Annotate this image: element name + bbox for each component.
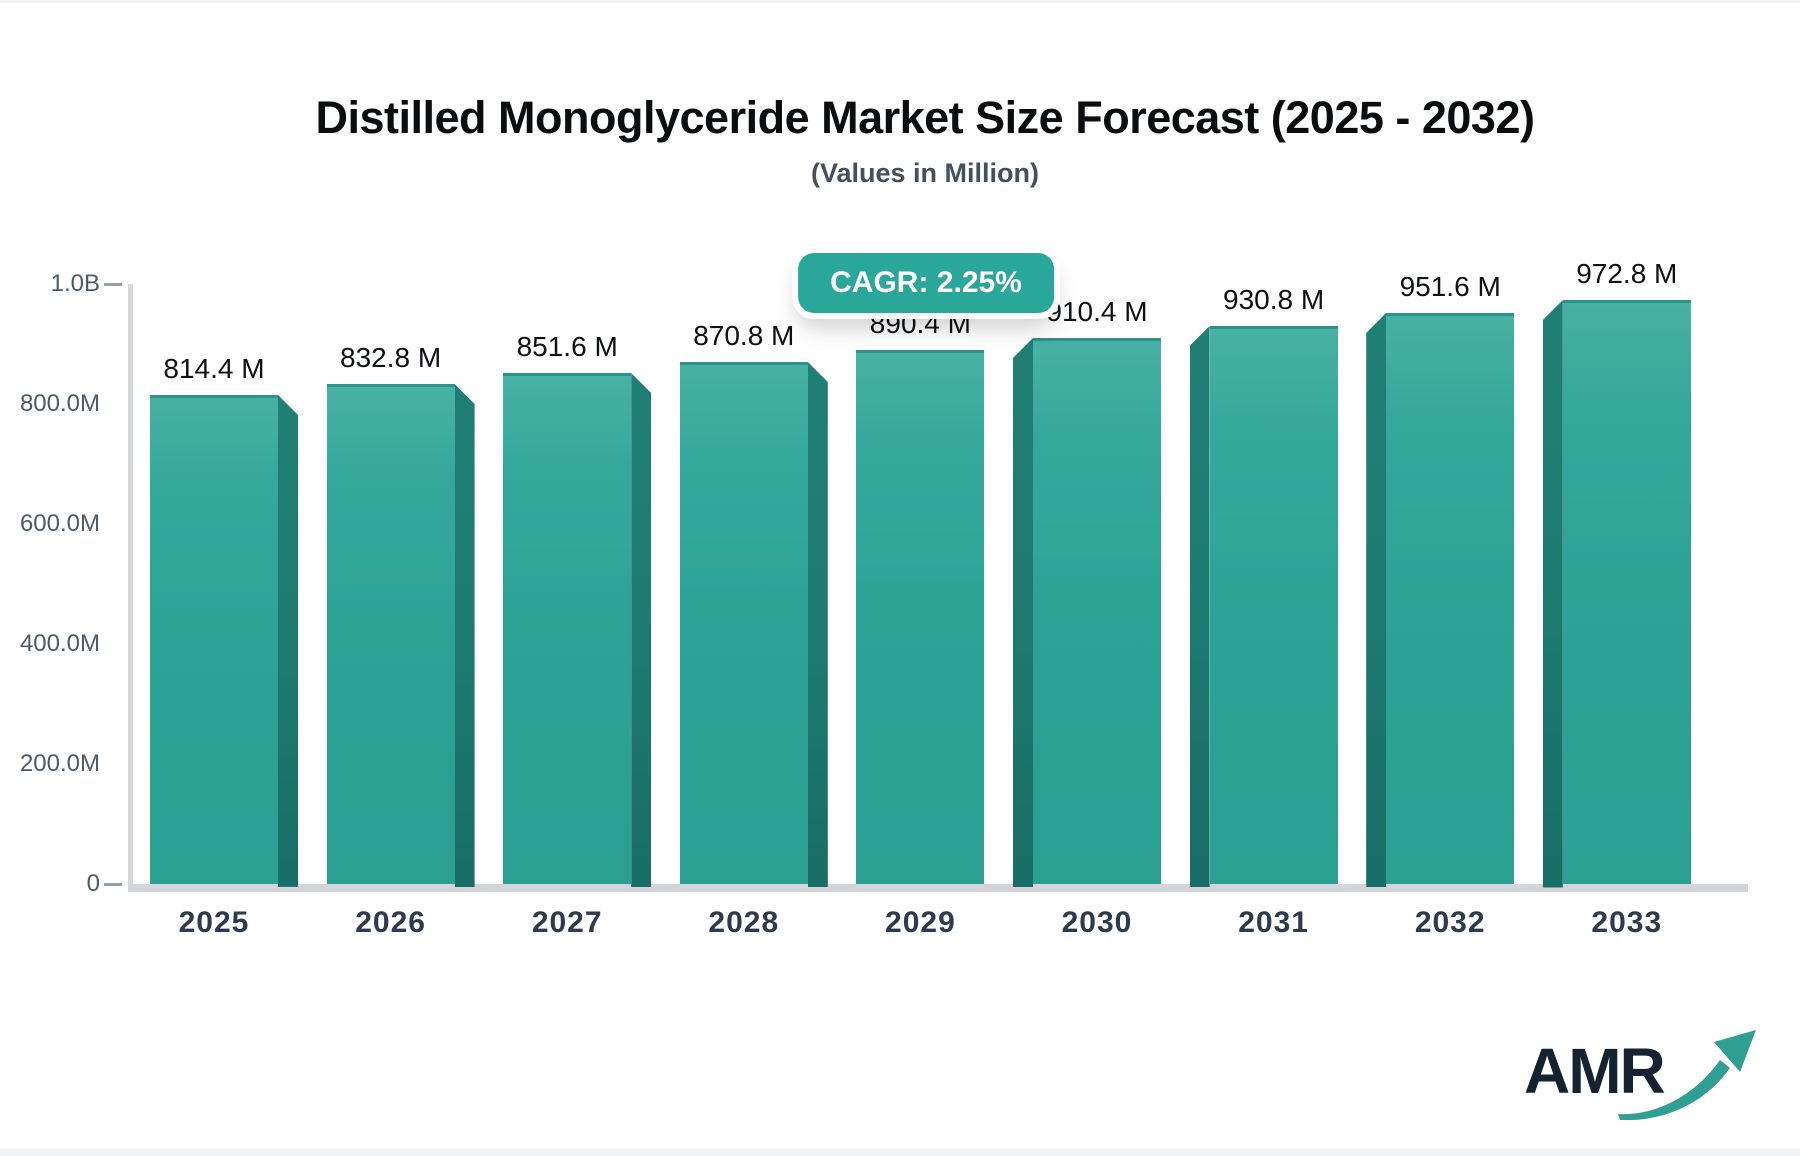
bar-value-label: 832.8 M [340, 342, 442, 373]
growth-arrow-icon [1618, 1030, 1756, 1120]
bar-face [679, 362, 808, 884]
y-axis-tick-mark [104, 283, 122, 286]
y-axis-tick-label: 200.0M [19, 750, 100, 777]
chart-title: Distilled Monoglyceride Market Size Fore… [315, 92, 1535, 143]
y-axis-tick-label: 1.0B [50, 270, 100, 297]
bar-face [1209, 326, 1338, 884]
bar-2031 [1189, 326, 1338, 888]
bar-value-label: 814.4 M [163, 353, 265, 384]
cagr-badge: CAGR: 2.25% [798, 253, 1054, 313]
bar-value-label: 972.8 M [1576, 258, 1678, 289]
x-axis-year-label: 2025 [178, 906, 250, 939]
bar-side-3d [454, 384, 475, 887]
bar-value-label: 870.8 M [693, 320, 795, 351]
bar-side-3d [1189, 326, 1210, 888]
bar-2026 [326, 384, 475, 887]
bar-value-label: 930.8 M [1223, 284, 1325, 315]
bar-face [503, 373, 632, 884]
bar-face [150, 395, 278, 884]
bar-2025 [150, 395, 298, 887]
y-axis-tick-label: 400.0M [19, 630, 100, 657]
bar-value-label: 951.6 M [1399, 271, 1501, 302]
bar-face [1386, 313, 1515, 884]
x-axis-year-label: 2031 [1238, 906, 1309, 939]
x-axis-year-label: 2032 [1414, 906, 1486, 939]
bar-side-3d [807, 362, 828, 888]
y-axis-tick-label: 800.0M [19, 390, 100, 417]
x-axis-year-label: 2033 [1591, 906, 1663, 939]
amr-logo: AMR [1524, 1028, 1774, 1128]
x-axis-line [128, 884, 1748, 892]
bar-value-label: 851.6 M [516, 331, 618, 362]
bar-2030 [1013, 338, 1161, 888]
bar-2028 [679, 362, 828, 888]
bar-value-label: 890.4 M [869, 308, 971, 339]
y-axis-tick-mark [104, 883, 122, 886]
bar-side-3d [1013, 338, 1033, 888]
bar-2033 [1542, 300, 1691, 888]
bar-side-3d [1542, 300, 1563, 888]
chart-header: Distilled Monoglyceride Market Size Fore… [60, 92, 1790, 189]
y-axis-tick-label: 600.0M [19, 510, 100, 537]
bar-side-3d [1366, 313, 1387, 888]
x-axis-year-label: 2030 [1061, 906, 1133, 939]
bar-2029 [856, 350, 985, 884]
bar-face [1562, 300, 1691, 884]
x-axis-year-label: 2026 [355, 906, 426, 939]
x-axis-year-label: 2029 [885, 906, 956, 939]
bar-side-3d [631, 373, 652, 888]
bar-face [326, 384, 455, 884]
chart-subtitle: (Values in Million) [810, 158, 1040, 188]
bar-face [1033, 338, 1161, 884]
y-axis-line [128, 284, 133, 888]
x-axis-year-label: 2028 [708, 906, 780, 939]
bar-face [856, 350, 985, 884]
bar-value-label: 910.4 M [1046, 296, 1148, 327]
amr-logo-text: AMR [1524, 1035, 1666, 1107]
y-axis-tick-label: 0 [86, 870, 100, 897]
bar-2027 [503, 373, 652, 888]
x-axis-year-label: 2027 [531, 906, 603, 939]
bar-2032 [1366, 313, 1515, 888]
bar-side-3d [278, 395, 298, 887]
